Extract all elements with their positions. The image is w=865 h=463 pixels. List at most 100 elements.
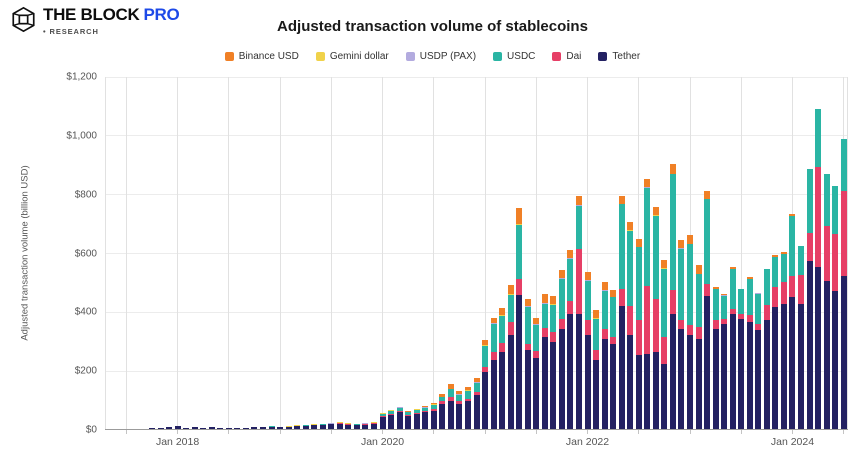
y-tick-label: $600 <box>74 248 97 259</box>
segment-dai <box>729 308 736 314</box>
bar-2023-07 <box>738 288 745 430</box>
segment-usdp_pax <box>516 224 523 226</box>
segment-usdc <box>823 174 830 226</box>
bar-2023-09 <box>755 293 762 430</box>
plot-area: $0 $200 $400 $600 $800 $1,000 $1,200 Jan 2018 Ja… <box>66 72 848 448</box>
segment-tether <box>840 275 847 430</box>
segment-usdc <box>473 382 480 393</box>
bar-2021-06 <box>524 299 531 430</box>
segment-dai <box>738 313 745 319</box>
chart-legend: Binance USD Gemini dollar USDP (PAX) USDC Da… <box>0 49 865 63</box>
segment-usdc <box>558 278 565 319</box>
bar-2021-11 <box>567 249 574 430</box>
segment-tether <box>533 357 540 430</box>
segment-binance_usd <box>499 307 506 316</box>
bar-2022-06 <box>627 222 634 430</box>
segment-binance_usd <box>430 403 437 405</box>
segment-usdc <box>447 389 454 398</box>
segment-usdc <box>336 422 343 424</box>
segment-usdc <box>780 254 787 283</box>
segment-usdc <box>507 295 514 323</box>
legend-label-dai: Dai <box>566 50 582 62</box>
logo-research-text: • RESEARCH <box>43 26 99 36</box>
legend-swatch-binance_usd <box>224 51 234 61</box>
segment-usdc <box>584 280 591 321</box>
segment-tether <box>413 414 420 430</box>
bar-2019-01 <box>277 426 284 430</box>
segment-tether <box>763 320 770 430</box>
segment-usdc <box>439 397 446 402</box>
segment-dai <box>763 305 770 321</box>
segment-tether <box>593 360 600 430</box>
x-gridline-2021-07 <box>535 77 537 430</box>
logo-pro-text: PRO <box>143 5 180 24</box>
segment-usdc <box>712 288 719 321</box>
segment-tether <box>225 427 232 430</box>
bar-2022-12 <box>678 239 685 430</box>
segment-tether <box>473 395 480 430</box>
segment-dai <box>464 398 471 402</box>
segment-usdc <box>413 410 420 413</box>
segment-usdc <box>575 205 582 250</box>
bar-2020-06 <box>422 406 429 430</box>
bar-2019-07 <box>328 423 335 430</box>
segment-tether <box>217 427 224 430</box>
bar-2018-01 <box>174 426 181 430</box>
segment-dai <box>396 410 403 413</box>
bar-2023-04 <box>712 286 719 430</box>
segment-binance_usd <box>584 271 591 281</box>
segment-tether <box>687 335 693 430</box>
segment-tether <box>652 352 659 430</box>
segment-usdc <box>669 174 676 291</box>
segment-usdc <box>567 258 574 301</box>
segment-dai <box>422 410 429 413</box>
segment-binance_usd <box>456 391 463 395</box>
segment-dai <box>499 343 506 353</box>
segment-usdc <box>456 394 463 402</box>
legend-item-dai[interactable]: Dai <box>552 51 581 62</box>
bar-2021-04 <box>507 284 514 430</box>
legend-item-gemini_dollar[interactable]: Gemini dollar <box>315 50 389 62</box>
segment-tether <box>174 426 181 430</box>
segment-usdc <box>652 215 659 299</box>
bar-2019-02 <box>285 426 292 430</box>
legend-label-gemini_dollar: Gemini dollar <box>329 50 389 62</box>
segment-usdp_pax <box>507 294 514 296</box>
segment-usdc <box>482 346 489 367</box>
segment-tether <box>669 313 676 430</box>
segment-binance_usd <box>567 249 574 258</box>
segment-dai <box>755 323 762 331</box>
bar-2021-12 <box>575 195 582 430</box>
segment-binance_usd <box>422 406 429 408</box>
segment-dai <box>516 279 523 296</box>
legend-label-usdc: USDC <box>507 50 536 62</box>
segment-tether <box>558 328 565 430</box>
x-tick-mark-2020-07 <box>433 430 435 434</box>
y-axis-title: Adjusted transaction volume (billion USD… <box>19 165 31 341</box>
x-gridline-2021-01 <box>484 77 486 430</box>
segment-dai <box>618 289 625 306</box>
segment-binance_usd <box>524 299 531 307</box>
legend-item-usdc[interactable]: USDC <box>493 51 535 62</box>
bar-2023-01 <box>687 235 693 430</box>
legend-item-usdp_pax[interactable]: USDP (PAX) <box>405 50 477 62</box>
segment-dai <box>490 352 497 361</box>
segment-tether <box>635 355 642 430</box>
bar-2018-05 <box>208 427 215 430</box>
x-tick-mark-2017-07 <box>125 430 127 434</box>
bar-2020-12 <box>473 377 480 430</box>
segment-binance_usd <box>746 276 753 279</box>
legend-item-binance_usd[interactable]: Binance USD <box>224 51 299 62</box>
segment-dai <box>601 328 608 339</box>
segment-tether <box>584 335 591 430</box>
segment-usdc <box>533 324 540 352</box>
segment-usdc <box>806 169 813 233</box>
legend-item-tether[interactable]: Tether <box>598 51 640 62</box>
bar-2022-11 <box>669 163 676 430</box>
segment-usdc <box>772 257 779 288</box>
legend-label-usdp_pax: USDP (PAX) <box>419 50 477 62</box>
segment-usdp_pax <box>541 302 548 304</box>
segment-dai <box>473 392 480 396</box>
segment-tether <box>644 353 651 430</box>
